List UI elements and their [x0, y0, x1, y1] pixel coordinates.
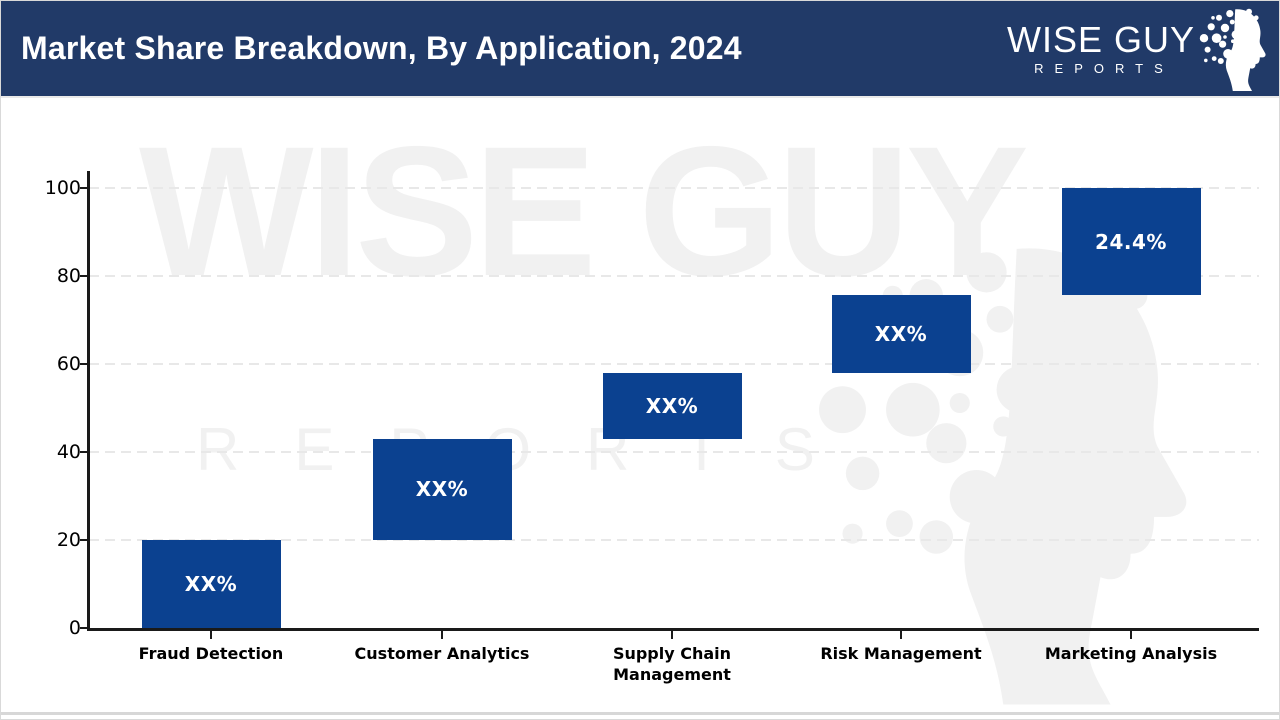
x-tick-label: Marketing Analysis — [1044, 644, 1218, 663]
y-tick-label: 20 — [56, 529, 81, 551]
header: Market Share Breakdown, By Application, … — [1, 1, 1279, 98]
watermark: WISE GUY REPORTS — [1, 100, 1279, 715]
gridline — [89, 187, 1259, 189]
page-title: Market Share Breakdown, By Application, … — [21, 30, 742, 66]
brand-logo: WISE GUY REPORTS — [1007, 1, 1271, 96]
y-tick-label: 0 — [68, 617, 81, 639]
gridline — [89, 363, 1259, 365]
x-tick-label: Fraud Detection — [138, 644, 284, 663]
x-tick-mark — [441, 631, 443, 639]
gridline — [89, 451, 1259, 453]
x-tick-mark — [900, 631, 902, 639]
y-tick-mark — [80, 451, 89, 453]
y-tick-label: 40 — [56, 441, 81, 463]
bar-value-label: XX% — [184, 572, 238, 596]
gridline — [89, 275, 1259, 277]
bar-value-label: 24.4% — [1095, 229, 1167, 254]
bar-segment: XX% — [602, 372, 742, 439]
brand-subname: REPORTS — [1034, 61, 1174, 76]
gridline — [89, 539, 1259, 541]
brand-name: WISE GUY — [1006, 19, 1195, 60]
bar-segment: XX% — [372, 438, 512, 540]
bar-value-label: XX% — [415, 477, 469, 502]
watermark-brand-name: WISE GUY — [139, 109, 1029, 315]
bar-segment: XX% — [831, 295, 971, 373]
y-tick-mark — [80, 539, 89, 541]
y-tick-label: 60 — [56, 353, 81, 375]
x-tick-label: Risk Management — [820, 644, 982, 663]
brand-text: WISE GUY REPORTS — [1006, 19, 1195, 76]
x-axis-spine — [87, 628, 1259, 631]
y-tick-mark — [80, 363, 89, 365]
bar-value-label: XX% — [645, 393, 699, 418]
footer-divider — [1, 712, 1279, 715]
x-tick-mark — [1130, 631, 1132, 639]
bar-value-label: XX% — [874, 322, 928, 347]
y-tick-mark — [80, 627, 89, 629]
x-tick-label: Supply Chain Management — [612, 644, 732, 684]
y-tick-label: 80 — [56, 265, 81, 287]
x-tick-mark — [671, 631, 673, 639]
y-tick-label: 100 — [44, 177, 81, 199]
bar-segment: XX% — [141, 540, 281, 628]
x-tick-mark — [210, 631, 212, 639]
y-tick-mark — [80, 187, 89, 189]
y-tick-mark — [80, 275, 89, 277]
x-tick-label: Customer Analytics — [354, 644, 530, 663]
y-axis-spine — [87, 171, 90, 631]
bar-segment: 24.4% — [1061, 188, 1201, 296]
